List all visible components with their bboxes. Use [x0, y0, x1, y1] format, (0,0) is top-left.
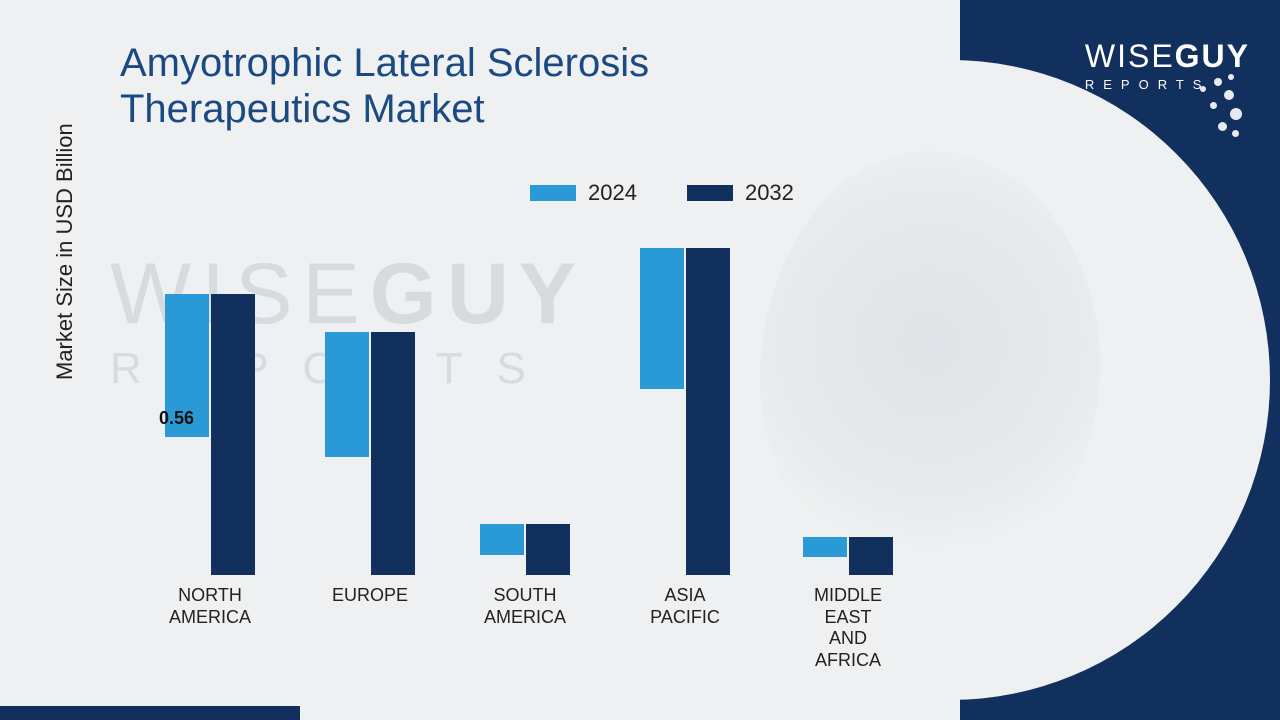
- footer-strip: [0, 706, 300, 720]
- x-tick-label: MIDDLE EAST AND AFRICA: [778, 585, 918, 671]
- bar-group: [150, 294, 270, 575]
- legend-label-2032: 2032: [745, 180, 794, 206]
- brand-logo: WISEGUY REPORTS: [1085, 38, 1250, 92]
- plot-area: 0.56: [120, 230, 920, 575]
- bar-group: [788, 537, 908, 575]
- bar: [526, 524, 570, 575]
- bar-group: [465, 524, 585, 575]
- x-tick-label: ASIA PACIFIC: [615, 585, 755, 628]
- bar: [640, 248, 684, 389]
- brand-name-main: WISE: [1085, 38, 1175, 74]
- bar: [211, 294, 255, 575]
- chart-title: Amyotrophic Lateral Sclerosis Therapeuti…: [120, 40, 840, 132]
- bar: [803, 537, 847, 557]
- brand-head-icon: [1170, 68, 1250, 158]
- bar-group: [310, 332, 430, 575]
- chart-area: Market Size in USD Billion 2024 2032 0.5…: [60, 170, 930, 690]
- bar-value-label: 0.56: [159, 408, 194, 429]
- bar: [849, 537, 893, 575]
- legend-swatch-2032: [687, 185, 733, 201]
- legend-item-2024: 2024: [530, 180, 637, 206]
- bar: [371, 332, 415, 575]
- bar-group: [625, 248, 745, 575]
- x-tick-label: EUROPE: [300, 585, 440, 607]
- y-axis-label: Market Size in USD Billion: [52, 123, 78, 380]
- legend-swatch-2024: [530, 185, 576, 201]
- bar: [480, 524, 524, 555]
- legend-item-2032: 2032: [687, 180, 794, 206]
- legend-label-2024: 2024: [588, 180, 637, 206]
- bar: [686, 248, 730, 575]
- x-tick-label: NORTH AMERICA: [140, 585, 280, 628]
- legend: 2024 2032: [530, 180, 794, 206]
- x-tick-label: SOUTH AMERICA: [455, 585, 595, 628]
- bar: [325, 332, 369, 457]
